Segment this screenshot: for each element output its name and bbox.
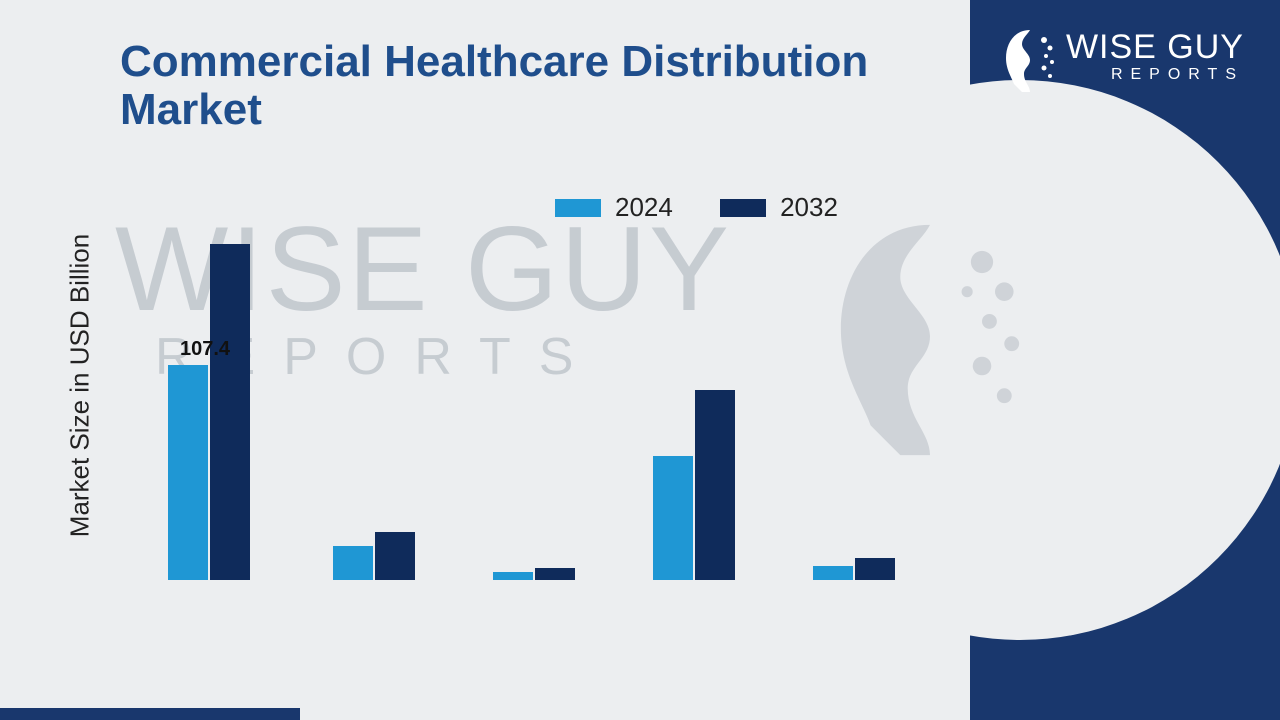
right-brand-panel [970, 0, 1280, 720]
brand-logo-line1: WISE GUY [1066, 30, 1244, 64]
bar-2024 [168, 365, 208, 580]
bar-2032 [535, 568, 575, 580]
y-axis-label: Market Size in USD Billion [65, 176, 96, 596]
legend-item-2024: 2024 [555, 192, 673, 223]
bar-value-label: 107.4 [180, 338, 230, 361]
legend-label-2024: 2024 [615, 192, 673, 223]
legend-label-2032: 2032 [780, 192, 838, 223]
bar-2032 [695, 390, 735, 580]
brand-head-icon [1000, 26, 1060, 96]
bar-2032 [210, 244, 250, 580]
stage: WISE GUY REPORTS WISE GUY REPORTS Commer… [0, 0, 1280, 720]
bar-2024 [333, 546, 373, 580]
legend-swatch-2024 [555, 199, 601, 217]
bar-2024 [653, 456, 693, 580]
legend-swatch-2032 [720, 199, 766, 217]
bar-2032 [375, 532, 415, 580]
bar-2024 [813, 566, 853, 580]
bar-2032 [855, 558, 895, 580]
brand-logo-text: WISE GUY REPORTS [1066, 30, 1244, 84]
bar-2024 [493, 572, 533, 580]
chart-title: Commercial Healthcare Distribution Marke… [120, 38, 880, 135]
brand-logo-line2: REPORTS [1066, 66, 1244, 84]
legend: 2024 2032 [555, 192, 878, 224]
legend-item-2032: 2032 [720, 192, 838, 223]
bar-chart: 107.4NORTH AMERICAEUROPESOUTH AMERICAASI… [100, 230, 920, 580]
y-axis-label-wrap: Market Size in USD Billion [50, 0, 80, 720]
bottom-accent-bar [0, 708, 300, 720]
